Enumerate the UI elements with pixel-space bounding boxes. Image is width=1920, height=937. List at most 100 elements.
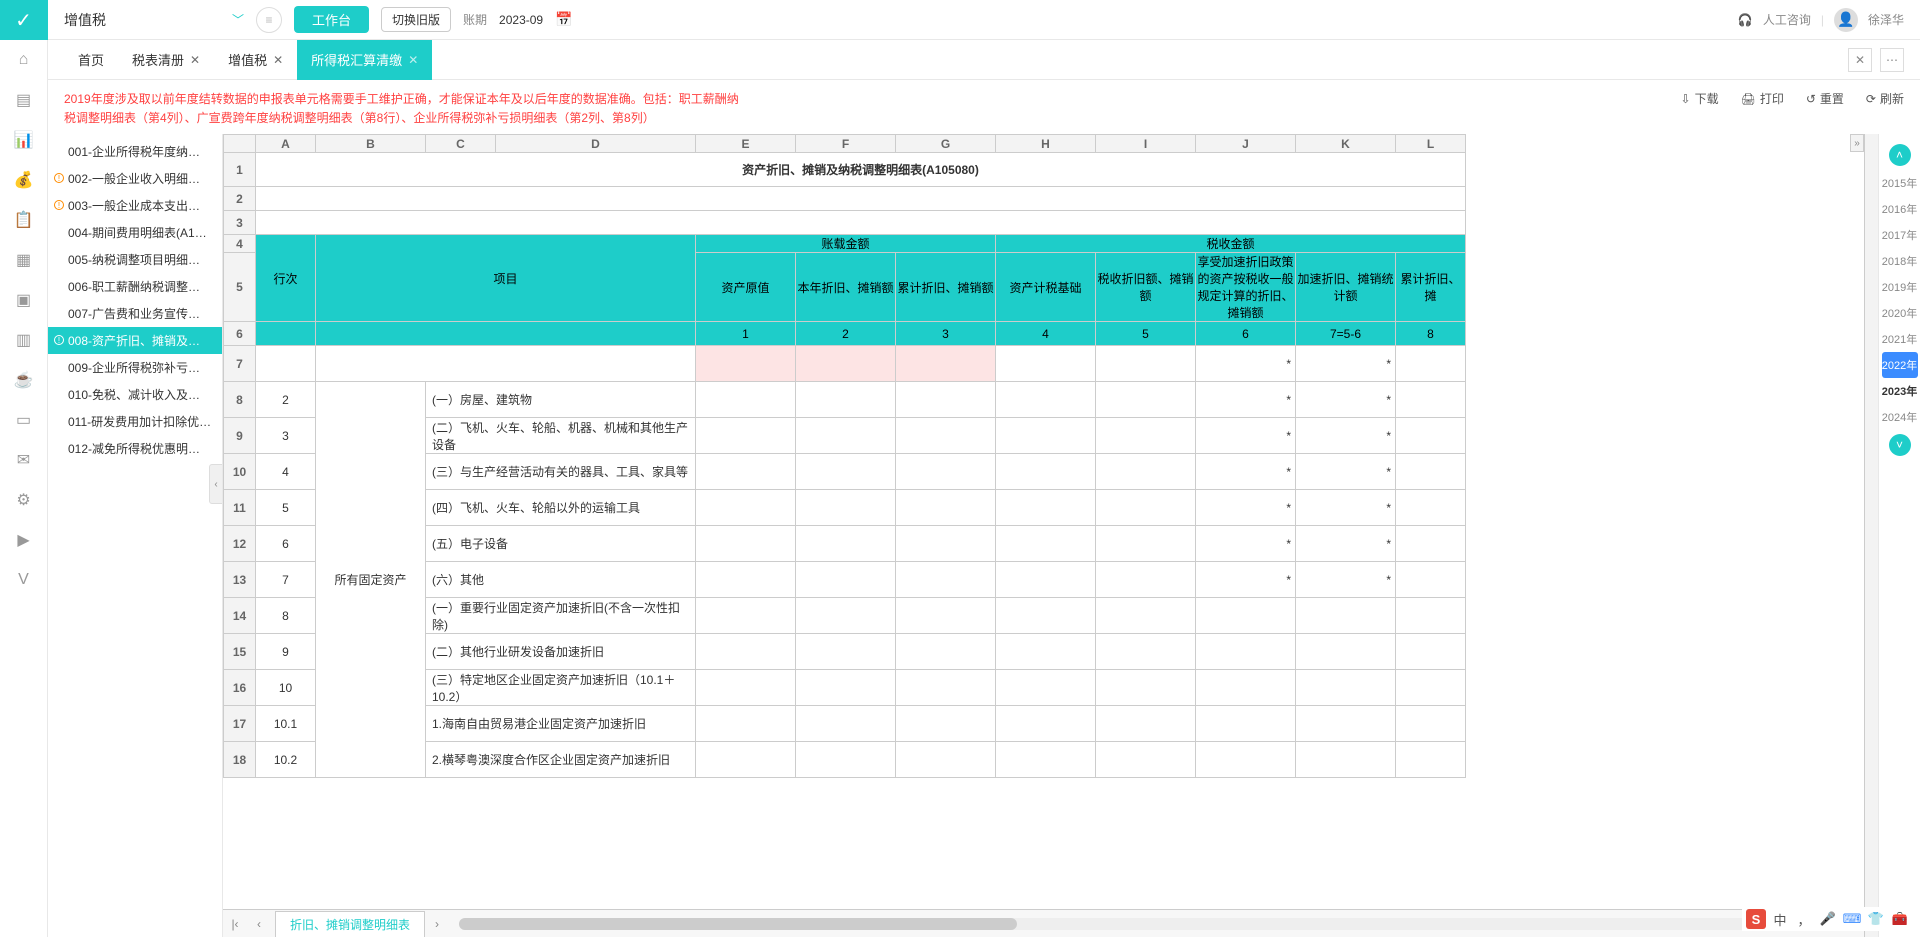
ime-keyboard-icon[interactable]: ⌨ xyxy=(1842,909,1862,929)
ime-brand-icon[interactable]: S xyxy=(1746,909,1766,929)
col-header[interactable]: A xyxy=(256,135,316,153)
nav-archive-icon[interactable]: ▭ xyxy=(0,400,48,440)
nav-chart-icon[interactable]: 📊 xyxy=(0,120,48,160)
table-row[interactable]: 82所有固定资产(一）房屋、建筑物** xyxy=(224,382,1466,418)
ime-lang-icon[interactable]: 中 xyxy=(1770,909,1790,929)
nav-settings-icon[interactable]: ⚙ xyxy=(0,480,48,520)
ime-mic-icon[interactable]: 🎤 xyxy=(1818,909,1838,929)
tab-close-all-button[interactable]: ✕ xyxy=(1848,48,1872,72)
nav-v-icon[interactable]: V xyxy=(0,560,48,600)
sheet-tabs: |‹ ‹ 折旧、摊销调整明细表 › xyxy=(223,909,1864,937)
nav-doc-icon[interactable]: ▤ xyxy=(0,80,48,120)
col-header[interactable]: E xyxy=(696,135,796,153)
download-button[interactable]: ⇩下载 xyxy=(1681,90,1719,107)
nav-stamp-icon[interactable]: ▣ xyxy=(0,280,48,320)
sheet-hscroll[interactable] xyxy=(459,918,1854,930)
print-button[interactable]: 🖨打印 xyxy=(1741,90,1784,107)
cell-rowno: 8 xyxy=(256,598,316,634)
tree-item-11[interactable]: 012-减免所得税优惠明细表(... xyxy=(48,435,222,462)
col-header[interactable]: L xyxy=(1396,135,1466,153)
switch-old-button[interactable]: 切换旧版 xyxy=(381,7,451,32)
app-logo[interactable]: ✓ xyxy=(0,0,48,40)
tree-item-4[interactable]: 005-纳税调整项目明细表(A1... xyxy=(48,246,222,273)
sheet-nav-prev[interactable]: ‹ xyxy=(247,917,271,931)
nav-report-icon[interactable]: 📋 xyxy=(0,200,48,240)
tree-item-7[interactable]: !008-资产折旧、摊销及纳税... xyxy=(48,327,222,354)
nav-tax-icon[interactable]: ☕ xyxy=(0,360,48,400)
col-header[interactable]: D xyxy=(496,135,696,153)
tree-item-6[interactable]: 007-广告费和业务宣传费跨... xyxy=(48,300,222,327)
col-header[interactable]: I xyxy=(1096,135,1196,153)
nav-inbox-icon[interactable]: ✉ xyxy=(0,440,48,480)
sheet-nav-next[interactable]: › xyxy=(425,917,449,931)
year-2017年[interactable]: 2017年 xyxy=(1882,222,1918,248)
tab-2[interactable]: 增值税✕ xyxy=(214,40,297,80)
nav-form-icon[interactable]: ▦ xyxy=(0,240,48,280)
tab-0[interactable]: 首页 xyxy=(64,40,118,80)
tree-collapse-handle[interactable]: ‹ xyxy=(209,464,223,504)
ime-toolbox-icon[interactable]: 🧰 xyxy=(1890,909,1910,929)
reset-button[interactable]: ↺重置 xyxy=(1806,90,1844,107)
year-up-button[interactable]: ˄ xyxy=(1889,144,1911,166)
cell-item: (一）重要行业固定资产加速折旧(不含一次性扣除) xyxy=(426,598,696,634)
tab-more-button[interactable]: ⋯ xyxy=(1880,48,1904,72)
nav-money-icon[interactable]: 💰 xyxy=(0,160,48,200)
list-button[interactable]: ≡ xyxy=(256,7,282,33)
username[interactable]: 徐泽华 xyxy=(1868,11,1904,28)
year-2018年[interactable]: 2018年 xyxy=(1882,248,1918,274)
ime-skin-icon[interactable]: 👕 xyxy=(1866,909,1886,929)
col-header[interactable]: G xyxy=(896,135,996,153)
tree-item-10[interactable]: 011-研发费用加计扣除优惠... xyxy=(48,408,222,435)
tree-item-0[interactable]: 001-企业所得税年度纳税申... xyxy=(48,138,222,165)
nav-calendar-icon[interactable]: ▥ xyxy=(0,320,48,360)
cell-item: (二）飞机、火车、轮船、机器、机械和其他生产设备 xyxy=(426,418,696,454)
tree-item-label: 006-职工薪酬纳税调整明细... xyxy=(68,280,222,294)
hdr-col: 累计折旧、摊销额 xyxy=(896,253,996,322)
year-down-button[interactable]: ˅ xyxy=(1889,434,1911,456)
col-header[interactable]: F xyxy=(796,135,896,153)
col-header[interactable]: H xyxy=(996,135,1096,153)
tree-item-1[interactable]: !002-一般企业收入明细表(A1... xyxy=(48,165,222,192)
col-header[interactable]: B xyxy=(316,135,426,153)
company-selector[interactable]: 增值税 ﹀ xyxy=(64,10,244,30)
sheet-nav-first[interactable]: |‹ xyxy=(223,917,247,931)
tree-item-label: 004-期间费用明细表(A1040... xyxy=(68,226,222,240)
tab-3[interactable]: 所得税汇算清缴✕ xyxy=(297,40,432,80)
tree-item-8[interactable]: 009-企业所得税弥补亏损明... xyxy=(48,354,222,381)
sheet-tab[interactable]: 折旧、摊销调整明细表 xyxy=(275,911,425,937)
year-2015年[interactable]: 2015年 xyxy=(1882,170,1918,196)
ime-punct-icon[interactable]: ， xyxy=(1794,909,1814,929)
col-header[interactable]: C xyxy=(426,135,496,153)
support-label[interactable]: 人工咨询 xyxy=(1763,11,1811,28)
tree-item-9[interactable]: 010-免税、减计收入及加计... xyxy=(48,381,222,408)
headset-icon: 🎧 xyxy=(1738,13,1753,27)
year-2023年[interactable]: 2023年 xyxy=(1882,378,1918,404)
year-2020年[interactable]: 2020年 xyxy=(1882,300,1918,326)
tree-item-5[interactable]: 006-职工薪酬纳税调整明细... xyxy=(48,273,222,300)
tree-item-3[interactable]: 004-期间费用明细表(A1040... xyxy=(48,219,222,246)
nav-home-icon[interactable]: ⌂ xyxy=(0,40,48,80)
col-header[interactable]: K xyxy=(1296,135,1396,153)
tab-1[interactable]: 税表清册✕ xyxy=(118,40,214,80)
period-value[interactable]: 2023-09 xyxy=(499,13,543,27)
year-2022年[interactable]: 2022年 xyxy=(1882,352,1918,378)
tree-item-2[interactable]: !003-一般企业成本支出明细... xyxy=(48,192,222,219)
year-2019年[interactable]: 2019年 xyxy=(1882,274,1918,300)
col-header[interactable]: J xyxy=(1196,135,1296,153)
year-2021年[interactable]: 2021年 xyxy=(1882,326,1918,352)
print-icon: 🖨 xyxy=(1741,92,1756,106)
nav-video-icon[interactable]: ▶ xyxy=(0,520,48,560)
year-2024年[interactable]: 2024年 xyxy=(1882,404,1918,430)
spreadsheet[interactable]: » ABCDEFGHIJKL1资产折旧、摊销及纳税调整明细表(A105080)2… xyxy=(223,134,1864,909)
cell-rowno: 10.2 xyxy=(256,742,316,778)
cell-item: (三）与生产经营活动有关的器具、工具、家具等 xyxy=(426,454,696,490)
sheet-expand-handle[interactable]: » xyxy=(1850,134,1864,152)
refresh-button[interactable]: ⟳刷新 xyxy=(1866,90,1904,107)
close-icon[interactable]: ✕ xyxy=(190,53,200,67)
avatar[interactable]: 👤 xyxy=(1834,8,1858,32)
workbench-button[interactable]: 工作台 xyxy=(294,6,369,33)
close-icon[interactable]: ✕ xyxy=(273,53,283,67)
year-2016年[interactable]: 2016年 xyxy=(1882,196,1918,222)
calendar-icon[interactable]: 📅 xyxy=(555,11,572,28)
close-icon[interactable]: ✕ xyxy=(408,53,418,67)
